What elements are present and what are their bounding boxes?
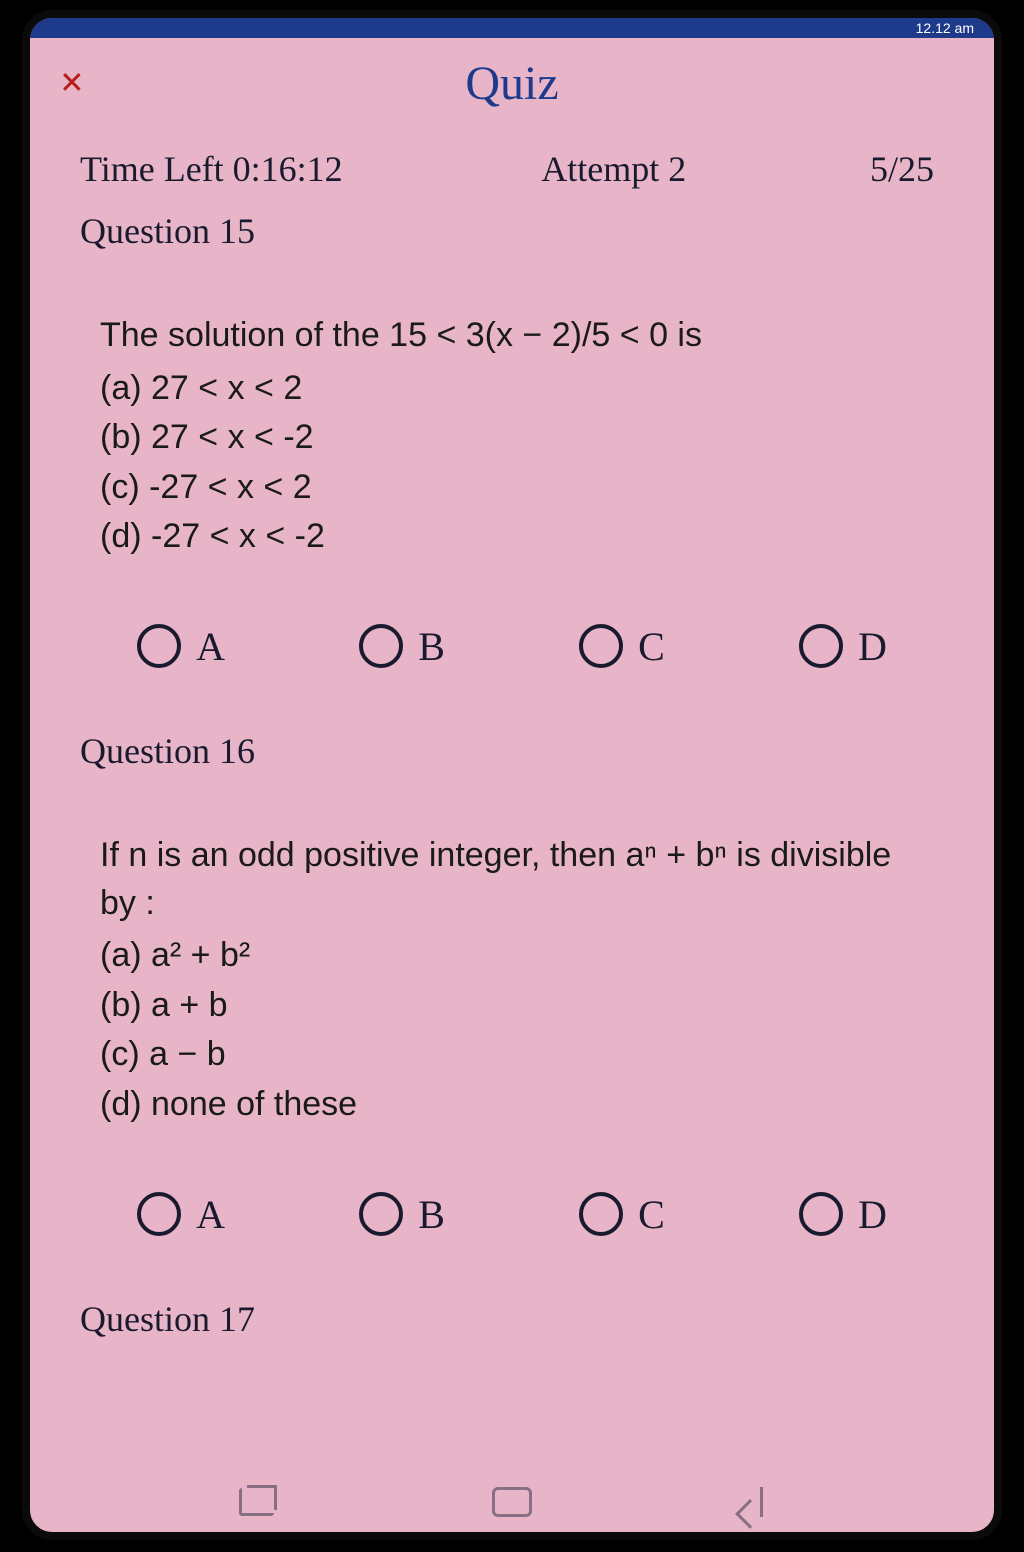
answer-choice-c-q16[interactable]: C <box>579 1191 665 1238</box>
attempt-count: Attempt 2 <box>480 148 747 190</box>
phone-screen: 12.12 am × Quiz Time Left 0:16:12 Attemp… <box>22 10 1002 1540</box>
radio-icon <box>799 1192 843 1236</box>
question-17-label: Question 17 <box>30 1288 994 1370</box>
question-15-content: The solution of the 15 < 3(x − 2)/5 < 0 … <box>30 282 994 583</box>
question-15-text: The solution of the 15 < 3(x − 2)/5 < 0 … <box>100 312 934 360</box>
answer-choice-b-q15[interactable]: B <box>359 623 445 670</box>
quiz-header: × Quiz <box>30 38 994 128</box>
quiz-info-row: Time Left 0:16:12 Attempt 2 5/25 <box>30 128 994 200</box>
question-16-option-c: (c) a − b <box>100 1031 934 1079</box>
question-16-option-a: (a) a² + b² <box>100 932 934 980</box>
status-time: 12.12 am <box>916 20 974 36</box>
radio-icon <box>579 624 623 668</box>
radio-icon <box>359 624 403 668</box>
answer-choice-d-q16[interactable]: D <box>799 1191 887 1238</box>
close-icon[interactable]: × <box>60 59 84 107</box>
question-15-option-a: (a) 27 < x < 2 <box>100 365 934 413</box>
page-title: Quiz <box>465 56 558 111</box>
time-left: Time Left 0:16:12 <box>80 148 480 190</box>
status-bar: 12.12 am <box>30 18 994 38</box>
recent-apps-icon[interactable] <box>239 1488 274 1516</box>
answer-choice-d-q15[interactable]: D <box>799 623 887 670</box>
question-16-option-d: (d) none of these <box>100 1081 934 1129</box>
question-progress: 5/25 <box>747 148 934 190</box>
radio-icon <box>137 624 181 668</box>
answer-choice-b-q16[interactable]: B <box>359 1191 445 1238</box>
question-15-answers: A B C D <box>30 583 994 720</box>
radio-icon <box>359 1192 403 1236</box>
question-16-text: If n is an odd positive integer, then aⁿ… <box>100 832 934 927</box>
radio-icon <box>799 624 843 668</box>
answer-choice-c-q15[interactable]: C <box>579 623 665 670</box>
question-15-option-d: (d) -27 < x < -2 <box>100 513 934 561</box>
answer-choice-a-q16[interactable]: A <box>137 1191 225 1238</box>
question-16-answers: A B C D <box>30 1151 994 1288</box>
radio-icon <box>137 1192 181 1236</box>
answer-choice-a-q15[interactable]: A <box>137 623 225 670</box>
question-16-content: If n is an odd positive integer, then aⁿ… <box>30 802 994 1151</box>
question-15-option-b: (b) 27 < x < -2 <box>100 414 934 462</box>
back-icon[interactable] <box>750 1487 785 1517</box>
radio-icon <box>579 1192 623 1236</box>
home-icon[interactable] <box>492 1487 532 1517</box>
question-15-label: Question 15 <box>30 200 994 282</box>
question-15-option-c: (c) -27 < x < 2 <box>100 464 934 512</box>
question-16-label: Question 16 <box>30 720 994 802</box>
android-nav-bar <box>30 1472 994 1532</box>
question-16-option-b: (b) a + b <box>100 982 934 1030</box>
